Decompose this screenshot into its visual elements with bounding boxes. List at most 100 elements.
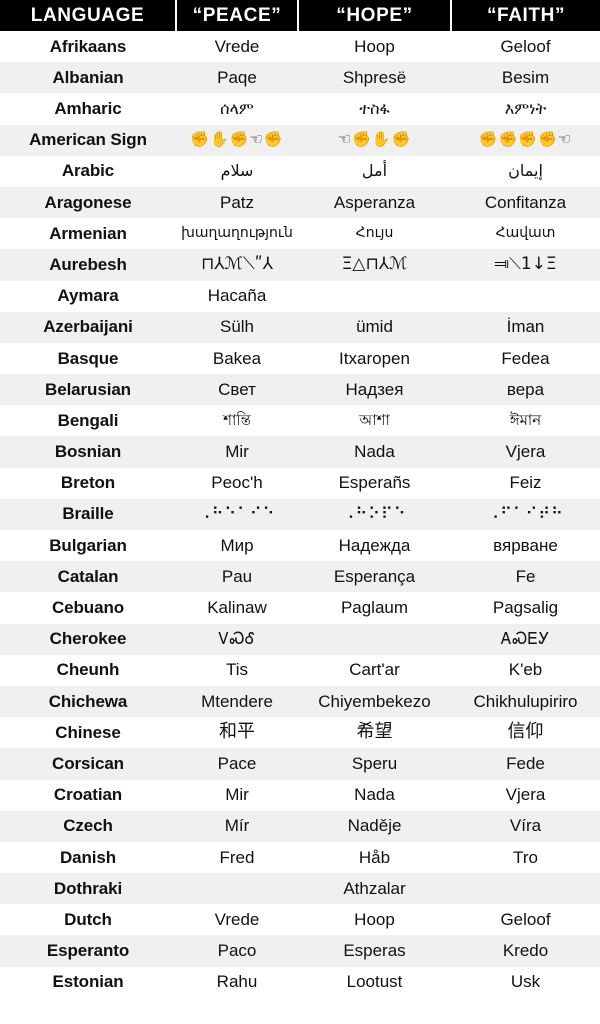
faith-translation-cell: Confitanza [484,192,567,212]
peace-translation-cell: Мир [220,535,254,555]
peace-translation-cell: 和平 [219,721,255,743]
table-row: Chichewa Mtendere Chiyembekezo Chikhulupiri… [0,685,600,718]
hope-translation-cell: 希望 [356,721,393,743]
language-name-cell: Estonian [52,972,124,992]
hope-translation-cell: Chiyembekezo [318,691,431,711]
language-name-cell: Amharic [54,99,122,119]
language-name-cell: Bengali [57,410,119,430]
peace-translation-cell: Hacaña [207,286,267,306]
table-row: Aurebesh ⊓⅄ℳ⟍ʺ⅄ Ξ△⊓⅄ℳ ⫥⟍1↓Ξ [0,249,600,281]
table-row: Bengali শান্তি আশা ঈমান [0,405,600,437]
peace-translation-cell: Rahu [216,972,258,992]
table-row: Czech Mír Naděje Víra [0,810,600,842]
peace-translation-cell: Bakea [212,348,262,368]
faith-translation-cell: Feiz [509,473,542,493]
column-header-language: LANGUAGE [0,0,177,31]
language-name-cell: Braille [62,504,114,524]
column-header-faith: “FAITH” [486,4,566,26]
faith-translation-cell: Vjera [505,442,546,462]
column-header-peace: “PEACE” [176,0,299,31]
peace-translation-cell: Paqe [217,67,257,87]
language-name-cell: Corsican [52,753,124,773]
hope-translation-cell: Paglaum [340,598,409,618]
language-name-cell: Bosnian [54,442,122,462]
faith-translation-cell: Vjera [505,785,546,805]
table-row: Azerbaijani Sülh ümid İman [0,311,600,343]
peace-translation-cell: Sülh [219,317,255,337]
faith-translation-cell [451,873,600,904]
faith-translation-cell: እምነት [504,98,547,118]
peace-translation-cell: Vrede [214,909,260,929]
language-name-cell: Danish [59,847,117,867]
hope-translation-cell: Lootust [346,972,403,992]
language-name-cell: American Sign [29,130,147,150]
column-header-hope: “HOPE” [298,0,452,31]
table-body: Afrikaans Vrede Hoop Geloof Albanian Paqe Shpr… [0,31,600,998]
hope-translation-cell: Nada [354,785,395,805]
table-row: Bulgarian Мир Надежда вярване [0,530,600,562]
peace-translation-cell: Mir [225,442,249,462]
table-row: Braille ⠠⠓⠑⠁⠊⠑ ⠠⠓⠕⠏⠑ ⠠⠋⠁⠊⠞⠓ [0,498,600,530]
table-row: American Sign ✊✋✊☜✊ ☜✊✋✊ ✊✊✊✊☜ [0,124,600,156]
table-row: Aragonese Patz Asperanza Confitanza [0,186,600,219]
peace-translation-cell: سلام [220,160,254,180]
peace-translation-cell: Свет [218,379,256,399]
peace-translation-cell: Mír [224,816,250,836]
faith-translation-cell: Kredo [502,941,549,961]
peace-translation-cell: ᏙᏍᎴ [218,628,256,648]
table-row: Estonian Rahu Lootust Usk [0,966,600,998]
hope-translation-cell: Asperanza [333,192,416,212]
language-name-cell: Belarusian [45,379,131,399]
peace-translation-cell: Vrede [214,36,260,56]
faith-translation-cell: вярване [493,535,558,555]
table-row: Arabic سلام أمل إيمان [0,155,600,187]
faith-translation-cell: Geloof [500,36,551,56]
table-row: Breton Peoc'h Esperañs Feiz [0,467,600,499]
language-name-cell: Albanian [52,67,124,87]
faith-translation-cell: Víra [509,816,542,836]
peace-translation-cell: ⊓⅄ℳ⟍ʺ⅄ [201,253,273,274]
header-row: LANGUAGE “PEACE” “HOPE” “FAITH” [0,0,600,31]
faith-translation-cell: Geloof [500,909,551,929]
hope-translation-cell [298,624,451,655]
hope-translation-cell: Cart'ar [349,660,400,680]
peace-translation-cell: Peoc'h [211,473,263,493]
hope-translation-cell: Esperança [333,566,416,586]
peace-translation-cell: Paco [217,941,257,961]
table-row: Aymara Hacaña [0,280,600,312]
hope-translation-cell: Itxaropen [339,348,410,368]
faith-translation-cell: 信仰 [507,721,544,743]
hope-translation-cell: Надежда [338,535,411,555]
faith-translation-cell [451,281,600,312]
language-name-cell: Aymara [57,286,119,306]
hope-translation-cell: ⠠⠓⠕⠏⠑ [342,504,407,523]
hope-translation-cell: Esperas [343,941,406,961]
peace-translation-cell: խաղաղություն [181,225,293,242]
table-row: Cheunh Tis Cart'ar K'eb [0,654,600,686]
faith-translation-cell: Besim [501,67,550,87]
table-row: Cherokee ᏙᏍᎴ ᎪᏍᎬᎩ [0,623,600,655]
hope-translation-cell: ተስፋ [359,98,390,118]
language-name-cell: Cebuano [51,598,125,618]
table-row: Amharic ሰላም ተስፋ እምነት [0,93,600,125]
faith-translation-cell: ঈমান [509,410,542,429]
table-row: Corsican Pace Speru Fede [0,748,600,780]
language-name-cell: Breton [60,473,116,493]
peace-translation-cell: Pau [221,566,253,586]
faith-translation-cell: ✊✊✊✊☜ [478,130,573,149]
peace-translation-cell: Fred [219,847,255,867]
table-row: Armenian խաղաղություն Հույս Հավատ [0,218,600,250]
table-row: Afrikaans Vrede Hoop Geloof [0,31,600,63]
peace-translation-cell: ✊✋✊☜✊ [190,130,284,149]
faith-translation-cell: Pagsalig [492,598,559,618]
peace-translation-cell: ⠠⠓⠑⠁⠊⠑ [198,504,276,523]
language-name-cell: Bulgarian [49,535,127,555]
language-translation-table: LANGUAGE “PEACE” “HOPE” “FAITH” Afrikaan… [0,0,600,998]
table-header: LANGUAGE “PEACE” “HOPE” “FAITH” [0,0,600,31]
hope-translation-cell: ümid [356,317,393,337]
peace-translation-cell: ሰላም [220,98,254,118]
table-row: Danish Fred Håb Tro [0,841,600,874]
language-name-cell: Dothraki [53,878,123,898]
table-row: Chinese 和平 希望 信仰 [0,717,600,749]
language-name-cell: Chinese [55,722,121,742]
